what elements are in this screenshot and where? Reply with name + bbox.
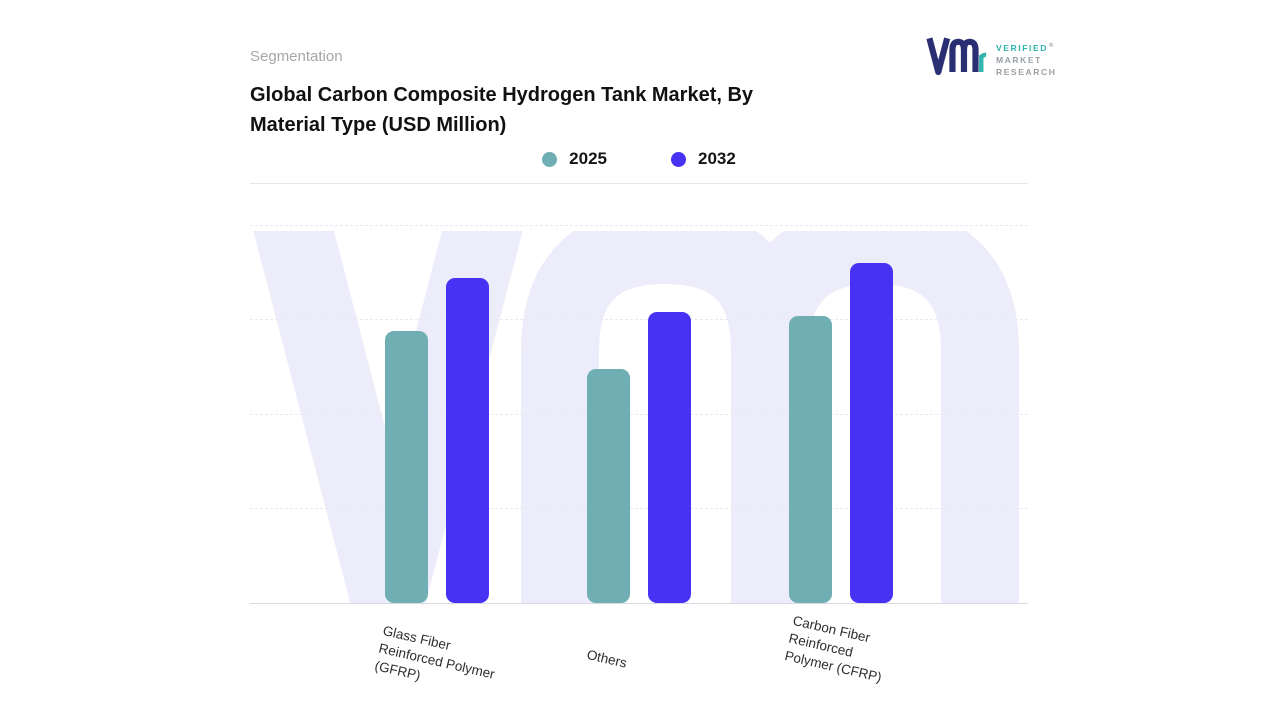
logo-line-verified: VERIFIED® — [996, 42, 1054, 53]
bar-group-1 — [385, 225, 489, 603]
legend-label-2025: 2025 — [569, 149, 607, 168]
bar-2032-1[interactable] — [446, 277, 489, 603]
logo-line-research: RESEARCH — [996, 66, 1057, 77]
eyebrow-segmentation: Segmentation — [250, 48, 343, 65]
x-axis-label-others: Others — [585, 646, 629, 671]
x-axis-label-gfrp: Glass Fiber Reinforced Polymer (GFRP) — [373, 622, 497, 683]
vmr-wordmark: VERIFIED® MARKET RESEARCH — [996, 41, 1057, 77]
gridline — [250, 508, 1028, 509]
bar-2025-3[interactable] — [789, 315, 832, 603]
chart-title-line1: Global Carbon Composite Hydrogen Tank Ma… — [250, 84, 754, 106]
legend-item-2032[interactable]: 2032 — [671, 149, 736, 169]
bar-2032-3[interactable] — [850, 262, 893, 603]
bar-2025-1[interactable] — [385, 330, 428, 603]
logo-line-market: MARKET — [996, 54, 1042, 65]
bar-group-3 — [789, 225, 893, 603]
legend-label-2032: 2032 — [698, 149, 736, 168]
legend-dot-2025 — [542, 151, 558, 167]
bar-group-2 — [587, 225, 691, 603]
bar-2032-2[interactable] — [648, 311, 691, 603]
vmr-monogram-icon — [925, 35, 987, 82]
header-divider — [250, 183, 1028, 184]
chart-title-line2: Material Type (USD Million) — [250, 114, 507, 136]
chart-title: Global Carbon Composite Hydrogen Tank Ma… — [250, 80, 753, 140]
gridline — [250, 225, 1028, 226]
legend-dot-2032 — [671, 151, 686, 167]
x-axis-label-cfrp: Carbon Fiber Reinforced Polymer (CFRP) — [783, 612, 884, 685]
gridline — [250, 414, 1028, 415]
chart-legend: 2025 2032 — [250, 149, 1028, 169]
gridline — [250, 319, 1028, 320]
registered-mark: ® — [1049, 42, 1054, 49]
vmr-logo: VERIFIED® MARKET RESEARCH — [925, 35, 1057, 82]
legend-item-2025[interactable]: 2025 — [542, 149, 607, 169]
plot-area — [250, 225, 1028, 604]
bar-2025-2[interactable] — [587, 368, 630, 603]
